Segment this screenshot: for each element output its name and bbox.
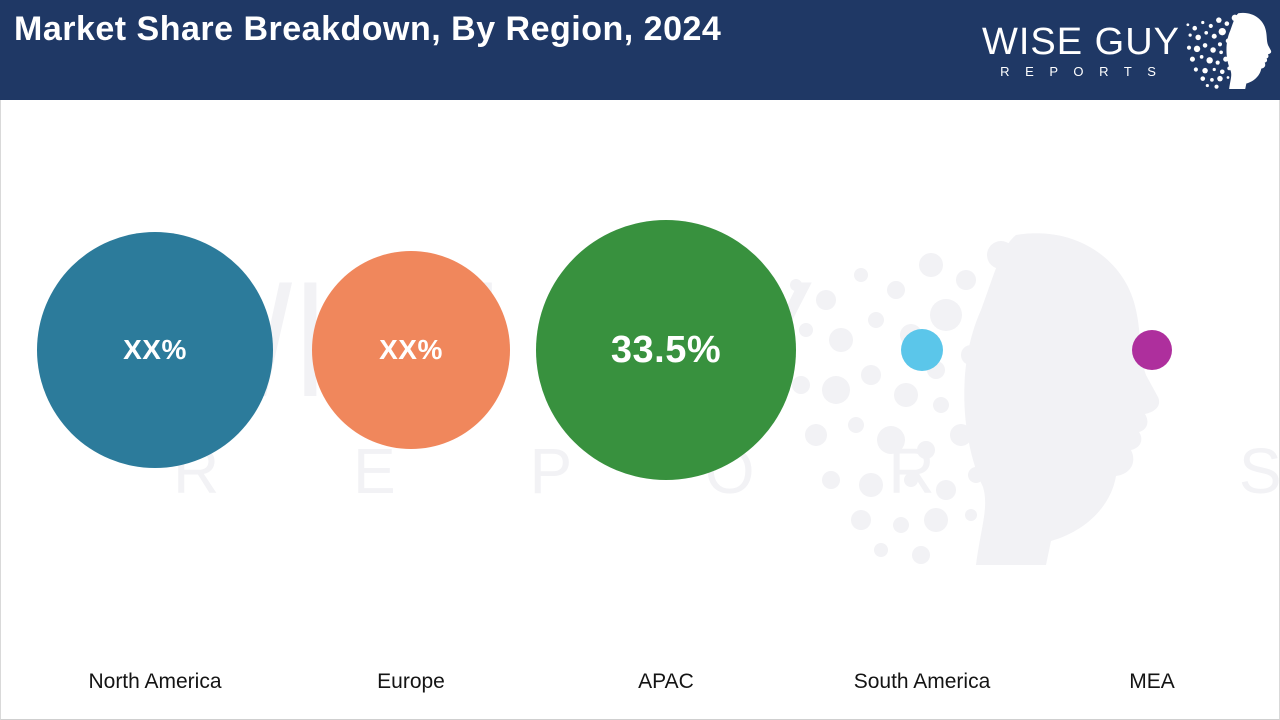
category-label-apac: APAC bbox=[638, 670, 694, 693]
category-label-north-america: North America bbox=[88, 670, 222, 693]
bubble-north-america[interactable]: XX% bbox=[37, 232, 273, 468]
category-label-south-america: South America bbox=[853, 670, 991, 693]
page-title: Market Share Breakdown, By Region, 2024 bbox=[14, 10, 722, 48]
bubble-europe[interactable]: XX% bbox=[312, 251, 510, 449]
bubble-apac[interactable]: 33.5% bbox=[536, 220, 796, 480]
brand-name: WISE GUY bbox=[981, 20, 1180, 63]
watermark-head-icon bbox=[790, 233, 1160, 565]
header-bar: Market Share Breakdown, By Region, 2024 … bbox=[0, 0, 1280, 100]
bubble-value-north-america: XX% bbox=[123, 334, 187, 365]
bubble-chart: WISE GUY R E P O R T S XX% XX% 33.5% Nor… bbox=[0, 100, 1280, 720]
bubble-value-apac: 33.5% bbox=[610, 328, 722, 371]
brand-subtitle: R E P O R T S bbox=[1000, 63, 1162, 79]
brand-logo: WISE GUY R E P O R T S bbox=[982, 6, 1274, 94]
brand-logo-text: WISE GUY R E P O R T S bbox=[982, 23, 1180, 78]
category-label-mea: MEA bbox=[1129, 670, 1175, 693]
bubble-mea[interactable] bbox=[1132, 330, 1172, 370]
bubble-south-america[interactable] bbox=[901, 329, 943, 371]
wise-guy-head-icon bbox=[1186, 12, 1272, 89]
bubble-value-europe: XX% bbox=[379, 334, 443, 365]
category-label-europe: Europe bbox=[377, 670, 445, 693]
